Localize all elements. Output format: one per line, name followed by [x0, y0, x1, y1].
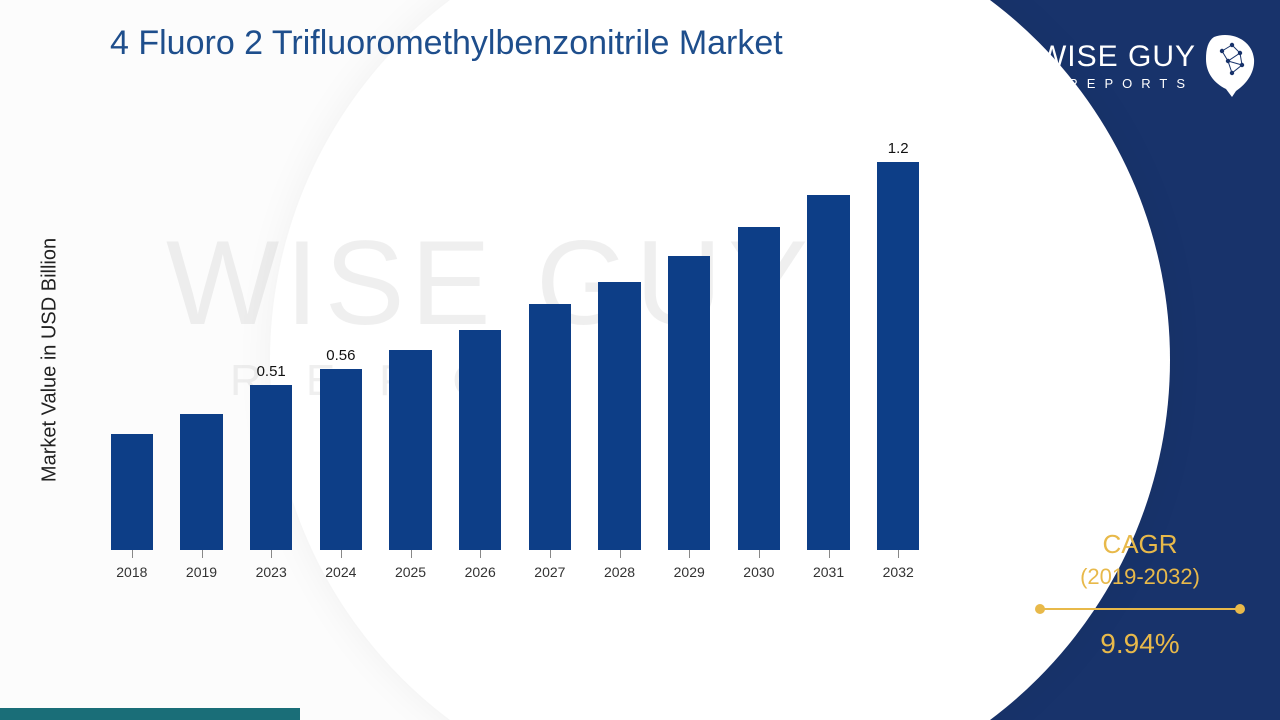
cagr-divider	[1040, 608, 1240, 610]
x-tick: 2018	[106, 550, 158, 590]
cagr-value: 9.94%	[1030, 628, 1250, 660]
chart-title: 4 Fluoro 2 Trifluoromethylbenzonitrile M…	[110, 22, 810, 65]
bar	[250, 385, 292, 550]
x-tick: 2023	[245, 550, 297, 590]
x-tick: 2030	[733, 550, 785, 590]
x-tick: 2025	[385, 550, 437, 590]
bar	[111, 434, 153, 550]
bar	[738, 227, 780, 550]
cagr-label: CAGR	[1030, 529, 1250, 560]
bar	[598, 282, 640, 550]
head-profile-icon	[1202, 33, 1258, 97]
bar-value-label: 0.56	[326, 347, 355, 365]
plot-area: 0.51 0.56 1.2	[100, 130, 930, 550]
x-tick: 2029	[663, 550, 715, 590]
x-tick: 2026	[454, 550, 506, 590]
x-axis: 2018 2019 2023 2024 2025 2026 2027 2028 2029 2030…	[100, 550, 930, 590]
logo-sub-text: REPORTS	[1068, 76, 1194, 91]
bar-slot	[106, 130, 158, 550]
bar	[807, 195, 849, 550]
brand-logo: WISE GUY REPORTS	[998, 20, 1258, 110]
bar-slot	[524, 130, 576, 550]
bar-slot	[385, 130, 437, 550]
bar-value-label: 0.51	[257, 363, 286, 381]
x-tick: 2028	[594, 550, 646, 590]
logo-main-text: WISE GUY	[1038, 40, 1196, 74]
bar-value-label: 1.2	[888, 140, 909, 158]
bar-slot	[176, 130, 228, 550]
bar	[668, 256, 710, 550]
bar	[389, 350, 431, 550]
infographic-canvas: WISE GUY REPORTS 4 Fluoro 2 Trifluoromet…	[0, 0, 1280, 720]
bar	[320, 369, 362, 550]
cagr-range: (2019-2032)	[1030, 564, 1250, 590]
bar	[529, 304, 571, 550]
bottom-accent-strip	[0, 708, 300, 720]
x-tick: 2031	[803, 550, 855, 590]
bar	[180, 414, 222, 550]
bar-slot	[663, 130, 715, 550]
cagr-block: CAGR (2019-2032) 9.94%	[1030, 529, 1250, 660]
bar-slot: 0.56	[315, 130, 367, 550]
x-tick: 2027	[524, 550, 576, 590]
bar-slot: 0.51	[245, 130, 297, 550]
bar-slot	[454, 130, 506, 550]
x-tick: 2019	[176, 550, 228, 590]
bar	[459, 330, 501, 550]
y-axis-label: Market Value in USD Billion	[39, 238, 62, 482]
bar-chart: Market Value in USD Billion 0.510.561.2 …	[60, 130, 940, 590]
bar-slot: 1.2	[872, 130, 924, 550]
x-tick: 2024	[315, 550, 367, 590]
x-tick: 2032	[872, 550, 924, 590]
bar-slot	[594, 130, 646, 550]
bar-slot	[733, 130, 785, 550]
bar-slot	[803, 130, 855, 550]
bar	[877, 162, 919, 550]
